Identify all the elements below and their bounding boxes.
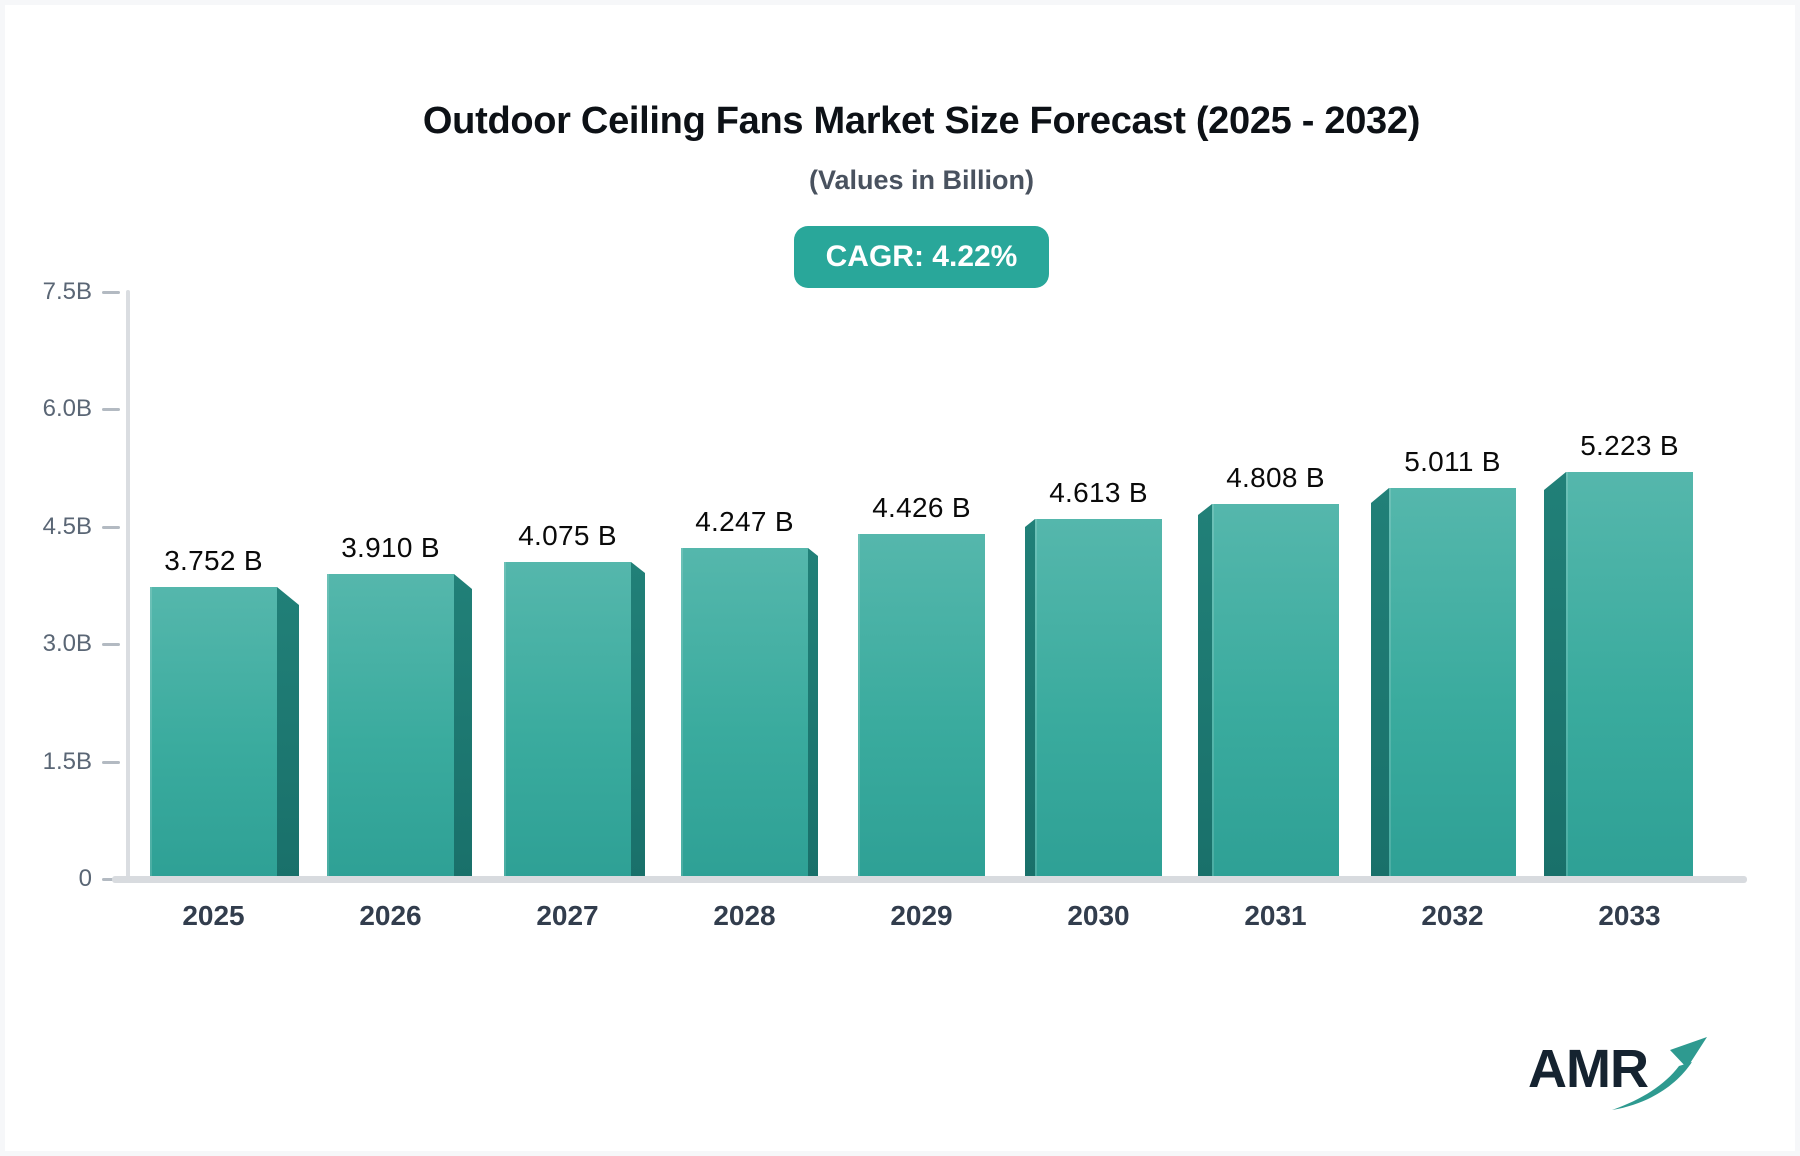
bar-value-label: 4.808 B: [1226, 462, 1325, 493]
chart-subtitle: (Values in Billion): [808, 165, 1035, 195]
bar-3d-side: [1371, 488, 1389, 881]
bar-value-label: 3.910 B: [341, 532, 440, 563]
x-category-label: 2026: [359, 900, 422, 931]
chart-header: Outdoor Ceiling Fans Market Size Forecas…: [150, 0, 1693, 288]
y-tick-dash: [102, 290, 120, 294]
bar: [327, 574, 454, 881]
bar-value-label: 4.426 B: [872, 492, 971, 523]
x-category-label: 2025: [182, 900, 245, 931]
bar: [858, 534, 985, 881]
bar: [681, 548, 808, 881]
bar: [1566, 472, 1693, 881]
x-category-label: 2031: [1244, 900, 1307, 931]
growth-arrow-icon: [1612, 1037, 1707, 1110]
y-tick-label: 7.5B: [42, 277, 92, 305]
bar-3d-side: [1544, 472, 1566, 881]
x-category-label: 2030: [1067, 900, 1130, 931]
bar-value-label: 3.752 B: [164, 545, 263, 576]
bar-3d-side: [1198, 504, 1212, 881]
y-tick-dash: [102, 643, 120, 646]
brand-logo-text: AMR: [1528, 1039, 1649, 1099]
bar-value-label: 5.223 B: [1580, 430, 1679, 461]
bar-3d-side: [454, 574, 472, 881]
y-tick-label: 3.0B: [42, 630, 92, 657]
bar-value-label: 4.613 B: [1049, 477, 1148, 508]
y-tick-label: 4.5B: [42, 512, 92, 540]
bar-value-label: 4.075 B: [518, 520, 617, 551]
bar: [504, 562, 631, 881]
y-axis-line: [126, 290, 130, 882]
x-category-label: 2028: [713, 900, 776, 931]
y-tick-dash: [102, 408, 120, 411]
chart-title: Outdoor Ceiling Fans Market Size Forecas…: [422, 100, 1421, 142]
x-category-label: 2033: [1598, 900, 1661, 931]
bar-3d-side: [277, 587, 299, 881]
y-tick-dash: [102, 760, 120, 764]
y-tick-dash: [102, 525, 120, 529]
bar-value-label: 4.247 B: [695, 506, 794, 537]
brand-logo: AMR: [1528, 1028, 1713, 1113]
y-tick-dash: [102, 878, 120, 881]
y-tick-label: 1.5B: [42, 747, 92, 775]
bar: [1212, 504, 1339, 881]
x-category-label: 2032: [1421, 900, 1484, 931]
x-category-label: 2029: [890, 900, 953, 931]
y-tick-label: 0: [78, 865, 92, 892]
bar-value-label: 5.011 B: [1404, 446, 1501, 477]
bar-3d-side: [1025, 519, 1035, 881]
y-tick-label: 6.0B: [42, 395, 92, 422]
bar: [150, 587, 277, 881]
bar-3d-side: [631, 562, 645, 881]
x-category-label: 2027: [536, 900, 599, 931]
bar: [1389, 488, 1516, 881]
x-axis-baseline: [112, 876, 1747, 883]
bar-3d-side: [808, 548, 818, 881]
bar: [1035, 519, 1162, 881]
cagr-badge: CAGR: 4.22%: [793, 226, 1050, 288]
